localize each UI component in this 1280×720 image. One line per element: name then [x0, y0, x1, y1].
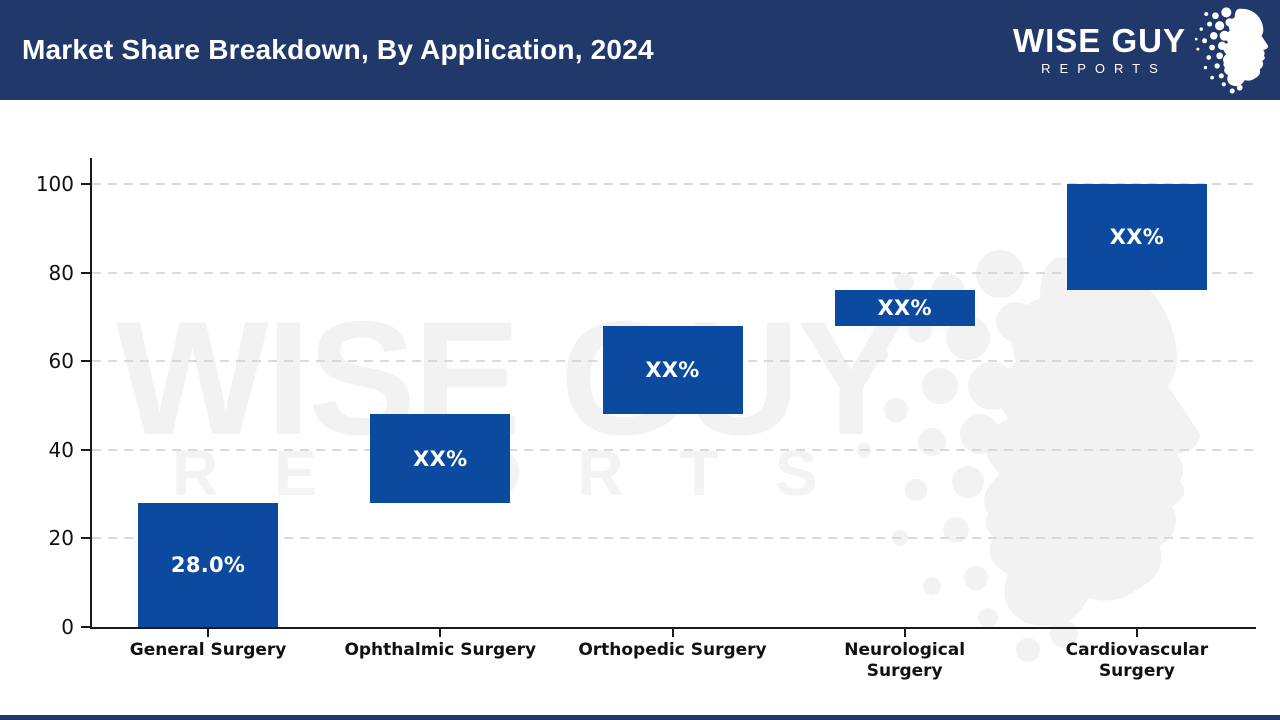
x-category-label-1: Ophthalmic Surgery — [344, 640, 537, 660]
bar-value-label: XX% — [1109, 225, 1165, 250]
bar-value-label: 28.0% — [170, 552, 246, 577]
waterfall-chart: WISE GUY REPORTS 28.0% XX% XX% XX% XX% 0 20 40… — [0, 100, 1280, 715]
x-axis-spine — [90, 627, 1256, 629]
y-tick-label-100: 100 — [35, 172, 74, 196]
y-tick-label-80: 80 — [48, 260, 74, 285]
logo-name-text: WISE GUY — [1012, 22, 1186, 59]
wise-guy-reports-logo: WISE GUY REPORTS — [1013, 0, 1272, 100]
y-tick-mark-60 — [81, 360, 90, 363]
bar-ophthalmic-surgery: XX% — [370, 414, 511, 503]
bar-cardiovascular-surgery: XX% — [1066, 184, 1207, 291]
bar-general-surgery: 28.0% — [138, 502, 279, 627]
gridline-20 — [92, 537, 1253, 540]
x-tick-mark-4 — [1135, 629, 1138, 637]
y-tick-mark-100 — [81, 183, 90, 185]
y-tick-label-40: 40 — [48, 437, 74, 462]
bar-orthopedic-surgery: XX% — [602, 325, 743, 415]
header-bar: Market Share Breakdown, By Application, … — [0, 0, 1280, 100]
logo-tagline-text: REPORTS — [1041, 61, 1167, 76]
y-tick-label-60: 60 — [48, 349, 74, 374]
x-category-label-4: Cardiovascular Surgery — [1065, 640, 1209, 681]
page-title: Market Share Breakdown, By Application, … — [22, 34, 654, 65]
x-tick-mark-3 — [903, 629, 906, 637]
x-category-label-3: Neurological Surgery — [844, 640, 966, 681]
x-tick-mark-2 — [671, 629, 674, 637]
x-tick-mark-0 — [207, 629, 210, 637]
y-tick-mark-20 — [81, 537, 90, 540]
plot-layer: 28.0% XX% XX% XX% XX% 0 20 40 60 80 100 General S… — [0, 100, 1280, 715]
footer-bar — [0, 715, 1280, 720]
x-category-label-2: Orthopedic Surgery — [578, 640, 767, 660]
gridline-80 — [92, 271, 1253, 274]
x-category-label-0: General Surgery — [129, 640, 287, 660]
bar-value-label: XX% — [645, 358, 700, 383]
bar-value-label: XX% — [877, 296, 932, 321]
y-tick-mark-40 — [81, 448, 90, 451]
y-tick-label-0: 0 — [61, 615, 74, 639]
bar-value-label: XX% — [413, 446, 468, 471]
gridline-40 — [92, 448, 1253, 451]
y-tick-mark-80 — [81, 271, 90, 274]
gridline-100 — [92, 183, 1253, 185]
bar-neurological-surgery: XX% — [834, 290, 975, 326]
y-tick-mark-0 — [81, 626, 90, 628]
plot-area: 28.0% XX% XX% XX% XX% — [92, 183, 1253, 627]
y-axis-spine — [90, 158, 92, 629]
dotted-head-logo-icon — [1194, 7, 1269, 94]
x-tick-mark-1 — [439, 629, 442, 637]
y-tick-label-20: 20 — [48, 526, 74, 551]
